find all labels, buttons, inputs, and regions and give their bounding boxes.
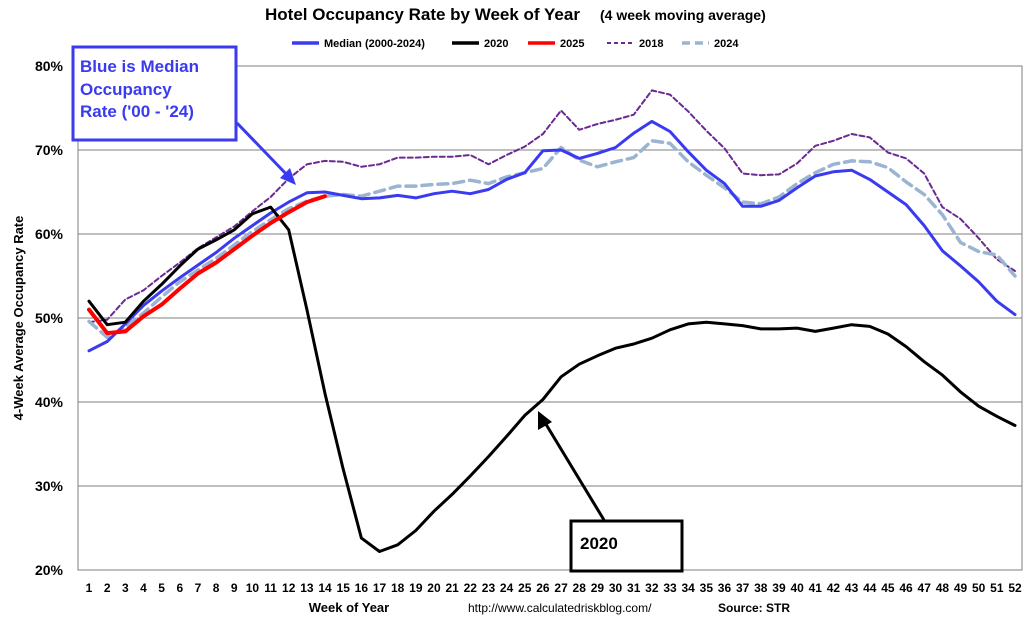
- legend-label: Median (2000-2024): [324, 38, 425, 50]
- median-callout-line-3: Rate ('00 - '24): [80, 102, 194, 121]
- x-tick-label: 25: [518, 581, 532, 595]
- x-tick-label: 48: [936, 581, 950, 595]
- y-tick-label: 30%: [35, 478, 64, 494]
- chart-title: Hotel Occupancy Rate by Week of Year: [265, 5, 580, 24]
- y-tick-label: 50%: [35, 310, 64, 326]
- y-tick-label: 70%: [35, 142, 64, 158]
- source-url: http://www.calculatedriskblog.com/: [468, 601, 652, 615]
- y-axis-label: 4-Week Average Occupancy Rate: [11, 216, 26, 421]
- x-tick-label: 5: [158, 581, 165, 595]
- x-tick-label: 8: [213, 581, 220, 595]
- x-tick-label: 1: [86, 581, 93, 595]
- x-tick-label: 9: [231, 581, 238, 595]
- x-tick-label: 37: [736, 581, 750, 595]
- x-tick-label: 35: [700, 581, 714, 595]
- x-tick-label: 16: [355, 581, 369, 595]
- legend-label: 2020: [484, 38, 508, 50]
- x-axis-ticks: 1 2 3 4 5 6 7 8 9 10 11 12 13 14 15 16 17 18 19 20 21 22 23 24 2…: [86, 581, 1022, 595]
- series-group: [87, 89, 1017, 553]
- 2020-callout-arrow: [542, 420, 606, 521]
- y-tick-label: 80%: [35, 58, 64, 74]
- x-tick-label: 40: [790, 581, 804, 595]
- legend-label: 2024: [714, 38, 739, 50]
- x-axis-label: Week of Year: [309, 600, 389, 615]
- x-tick-label: 26: [536, 581, 550, 595]
- x-tick-label: 3: [122, 581, 129, 595]
- legend-label: 2025: [560, 38, 584, 50]
- x-tick-label: 30: [609, 581, 623, 595]
- x-tick-label: 47: [918, 581, 932, 595]
- median-callout-arrowhead: [280, 168, 296, 185]
- x-tick-label: 6: [176, 581, 183, 595]
- median-callout-line-2: Occupancy: [80, 80, 172, 99]
- x-tick-label: 49: [954, 581, 968, 595]
- gridlines: [78, 149, 1022, 487]
- x-tick-label: 27: [554, 581, 568, 595]
- x-tick-label: 28: [573, 581, 587, 595]
- y-axis-ticks: 20% 30% 40% 50% 60% 70% 80%: [35, 58, 64, 578]
- 2020-callout: 2020: [538, 411, 684, 573]
- median-callout-arrow: [235, 121, 292, 180]
- x-tick-label: 22: [464, 581, 478, 595]
- x-tick-label: 17: [373, 581, 387, 595]
- x-tick-label: 46: [899, 581, 913, 595]
- x-tick-label: 14: [318, 581, 332, 595]
- series-line-2018: [88, 89, 1016, 324]
- x-tick-label: 52: [1008, 581, 1022, 595]
- legend-label: 2018: [639, 38, 663, 50]
- x-tick-label: 45: [881, 581, 895, 595]
- x-tick-label: 51: [990, 581, 1004, 595]
- x-tick-label: 29: [591, 581, 605, 595]
- x-tick-label: 50: [972, 581, 986, 595]
- x-tick-label: 42: [827, 581, 841, 595]
- 2020-callout-arrowhead: [538, 411, 552, 430]
- x-tick-label: 38: [754, 581, 768, 595]
- legend: Median (2000-2024) 2020 2025 2018 2024: [292, 38, 739, 50]
- x-tick-label: 18: [391, 581, 405, 595]
- median-callout: Blue is Median Occupancy Rate ('00 - '24…: [71, 45, 296, 185]
- x-tick-label: 4: [140, 581, 147, 595]
- x-tick-label: 10: [246, 581, 260, 595]
- series-line-2020: [87, 205, 1017, 553]
- x-tick-label: 11: [264, 581, 277, 595]
- x-tick-label: 20: [427, 581, 441, 595]
- median-callout-box: [71, 45, 238, 142]
- chart-subtitle: (4 week moving average): [600, 7, 766, 23]
- x-tick-label: 41: [809, 581, 823, 595]
- x-tick-label: 15: [337, 581, 351, 595]
- x-tick-label: 21: [445, 581, 459, 595]
- x-tick-label: 32: [645, 581, 659, 595]
- y-tick-label: 20%: [35, 562, 64, 578]
- 2020-callout-box: [569, 519, 684, 573]
- x-tick-label: 34: [681, 581, 695, 595]
- x-tick-label: 39: [772, 581, 786, 595]
- series-line-2024: [87, 139, 1017, 340]
- x-tick-label: 36: [718, 581, 732, 595]
- y-tick-label: 40%: [35, 394, 64, 410]
- x-tick-label: 12: [282, 581, 296, 595]
- median-callout-line-1: Blue is Median: [80, 57, 199, 76]
- x-tick-label: 33: [663, 581, 677, 595]
- x-tick-label: 43: [845, 581, 859, 595]
- x-tick-label: 23: [482, 581, 496, 595]
- x-tick-label: 2: [104, 581, 111, 595]
- x-tick-label: 24: [500, 581, 514, 595]
- series-line-median: [87, 119, 1017, 353]
- 2020-callout-label: 2020: [580, 534, 618, 553]
- x-tick-label: 44: [863, 581, 877, 595]
- y-tick-label: 60%: [35, 226, 64, 242]
- x-tick-label: 13: [300, 581, 314, 595]
- x-tick-label: 31: [627, 581, 641, 595]
- series-line-2025: [87, 194, 327, 336]
- source-label: Source: STR: [718, 601, 790, 615]
- x-tick-label: 19: [409, 581, 423, 595]
- x-tick-label: 7: [195, 581, 202, 595]
